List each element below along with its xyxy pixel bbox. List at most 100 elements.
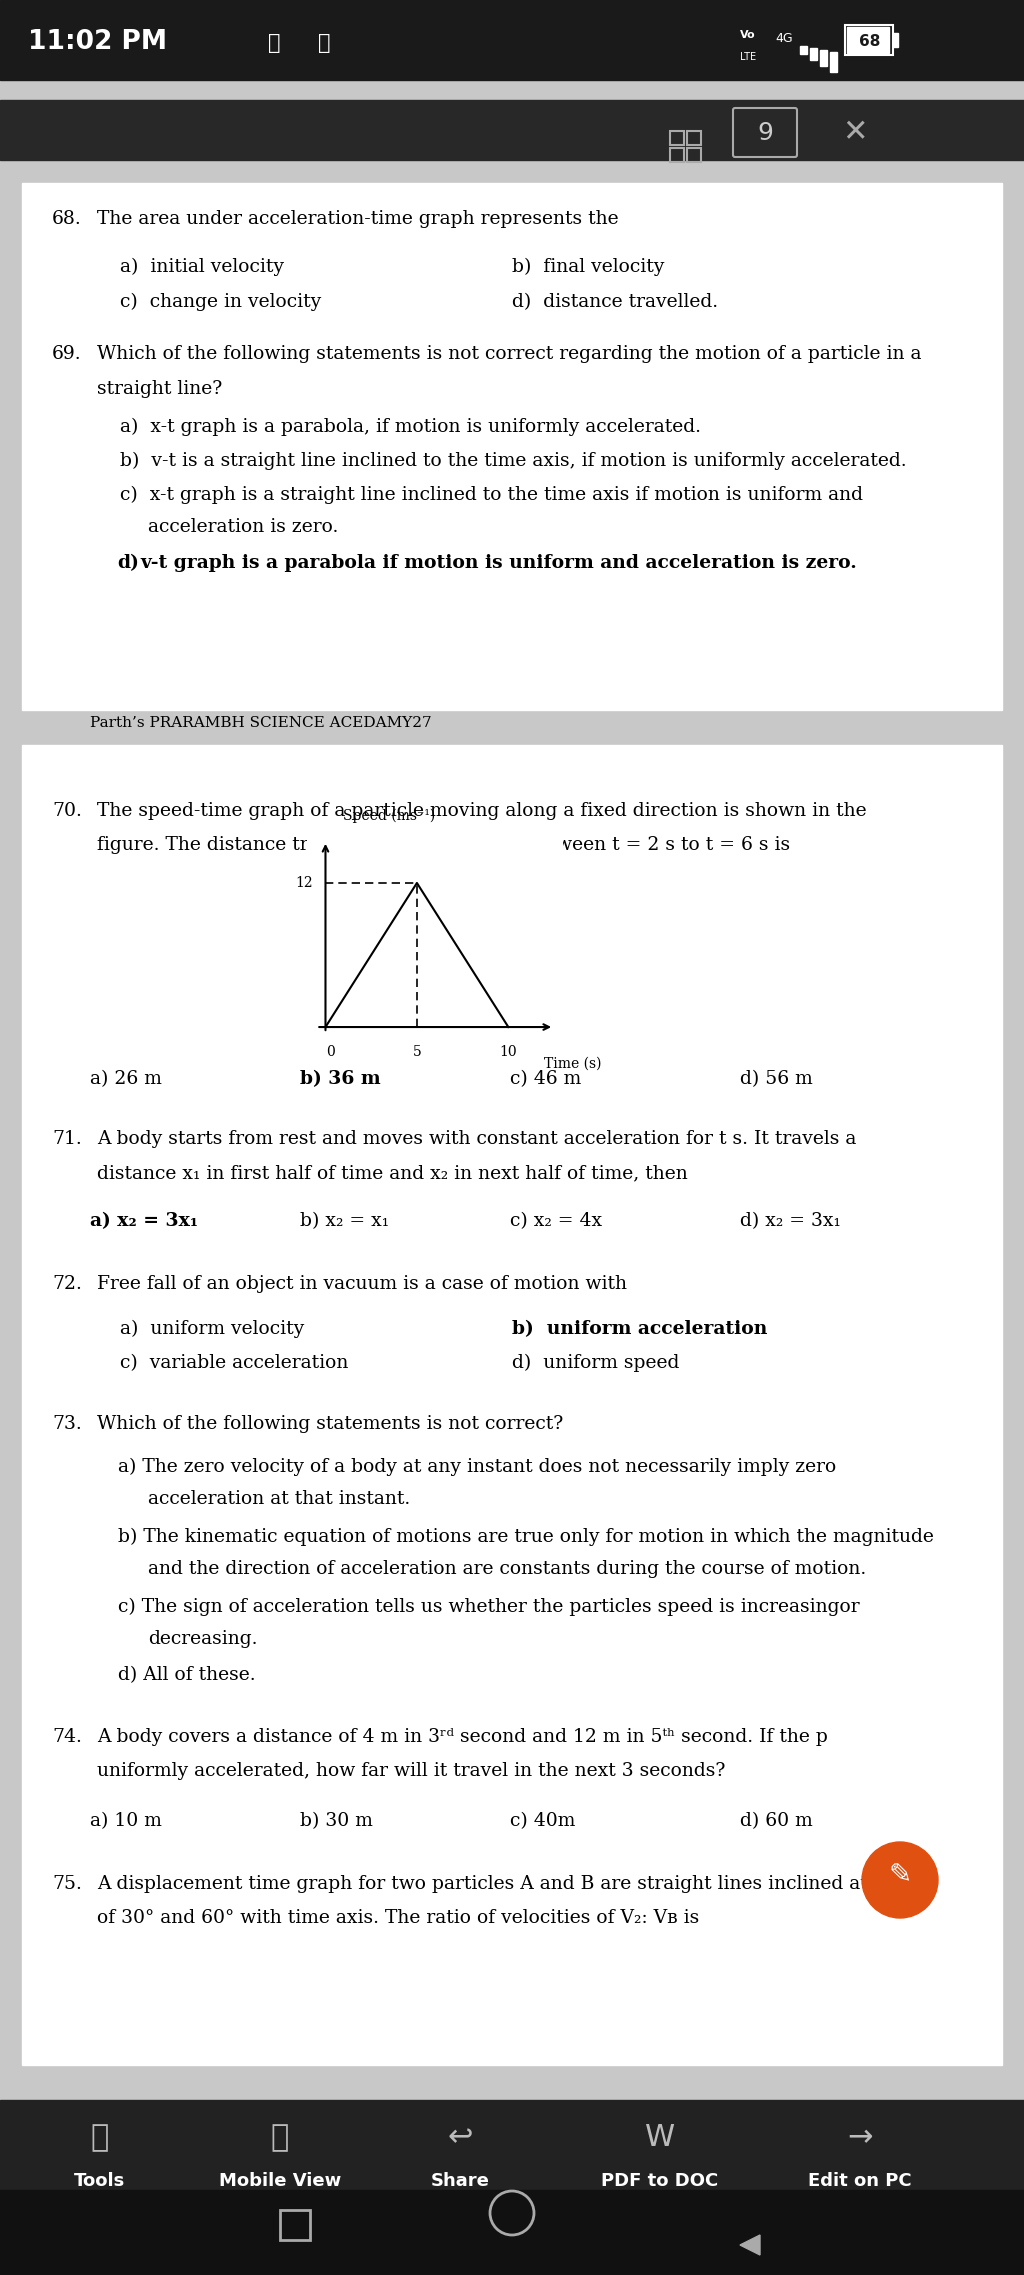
Text: c) x₂ = 4x: c) x₂ = 4x [510,1213,602,1231]
Text: 12: 12 [295,876,312,890]
Text: 5: 5 [413,1044,421,1060]
Text: b) The kinematic equation of motions are true only for motion in which the magni: b) The kinematic equation of motions are… [118,1529,934,1547]
Text: 0: 0 [327,1044,335,1060]
Text: a)  initial velocity: a) initial velocity [120,257,284,275]
Bar [22,182,1002,710]
Polygon shape [740,2234,760,2255]
Bar [0,2100,1024,2191]
Text: 10: 10 [500,1044,517,1060]
Text: A body covers a distance of 4 m in 3ʳᵈ second and 12 m in 5ᵗʰ second. If the p: A body covers a distance of 4 m in 3ʳᵈ s… [97,1729,827,1745]
Bar [0,2191,1024,2275]
Text: 9: 9 [757,121,773,146]
Bar [22,182,1002,710]
Text: a) 26 m: a) 26 m [90,1069,162,1087]
Text: decreasing.: decreasing. [148,1629,257,1647]
Text: d) All of these.: d) All of these. [118,1665,256,1684]
Text: b) 36 m: b) 36 m [300,1069,381,1087]
Text: acceleration is zero.: acceleration is zero. [148,519,338,537]
Text: a) x₂ = 3x₁: a) x₂ = 3x₁ [90,1213,198,1231]
Bar [280,2209,310,2241]
Bar [0,100,1024,159]
Text: a) 10 m: a) 10 m [90,1811,162,1829]
Text: 69.: 69. [52,346,82,364]
Text: d) x₂ = 3x₁: d) x₂ = 3x₁ [740,1213,841,1231]
Text: 📚: 📚 [91,2123,110,2152]
Bar [830,52,837,73]
Text: ⏰: ⏰ [268,34,281,52]
Text: A body starts from rest and moves with constant acceleration for t s. It travels: A body starts from rest and moves with c… [97,1131,856,1149]
Bar [670,132,684,146]
Text: b)  uniform acceleration: b) uniform acceleration [512,1320,767,1338]
Text: Which of the following statements is not correct?: Which of the following statements is not… [97,1415,563,1433]
Text: c) 40m: c) 40m [510,1811,575,1829]
Text: uniformly accelerated, how far will it travel in the next 3 seconds?: uniformly accelerated, how far will it t… [97,1763,725,1779]
Bar [670,148,684,162]
Text: 72.: 72. [52,1274,82,1292]
Circle shape [862,1843,938,1918]
Text: Vo: Vo [740,30,756,41]
Text: straight line?: straight line? [97,380,222,398]
Text: c)  variable acceleration: c) variable acceleration [120,1354,348,1372]
Text: acceleration at that instant.: acceleration at that instant. [148,1490,411,1508]
Text: distance x₁ in first half of time and x₂ in next half of time, then: distance x₁ in first half of time and x₂… [97,1165,688,1183]
Text: b)  final velocity: b) final velocity [512,257,665,275]
Text: 75.: 75. [52,1875,82,1893]
Text: b) x₂ = x₁: b) x₂ = x₁ [300,1213,389,1231]
Text: 11:02 PM: 11:02 PM [28,30,167,55]
Text: 🎧: 🎧 [318,34,331,52]
Bar [810,48,817,59]
Bar [22,744,1002,2066]
Text: v-t graph is a parabola if motion is uniform and acceleration is zero.: v-t graph is a parabola if motion is uni… [140,555,857,571]
Text: a) The zero velocity of a body at any instant does not necessarily imply zero: a) The zero velocity of a body at any in… [118,1458,837,1476]
Text: d) 60 m: d) 60 m [740,1811,813,1829]
Text: a)  x-t graph is a parabola, if motion is uniformly accelerated.: a) x-t graph is a parabola, if motion is… [120,419,701,437]
Bar [687,132,701,146]
Bar [687,148,701,162]
Text: 68.: 68. [52,209,82,228]
Text: ↩: ↩ [447,2123,473,2152]
Text: Free fall of an object in vacuum is a case of motion with: Free fall of an object in vacuum is a ca… [97,1274,627,1292]
Text: c) 46 m: c) 46 m [510,1069,582,1087]
Text: 📱: 📱 [271,2123,289,2152]
Bar [800,46,807,55]
Text: Tools: Tools [75,2173,126,2191]
Text: c) The sign of acceleration tells us whether the particles speed is increasingor: c) The sign of acceleration tells us whe… [118,1597,859,1615]
Text: d) 56 m: d) 56 m [740,1069,813,1087]
Text: 74.: 74. [52,1729,82,1745]
Text: Speed (ms⁻¹): Speed (ms⁻¹) [343,808,435,824]
Text: 71.: 71. [52,1131,82,1149]
Text: 68: 68 [859,34,881,48]
Text: 4G: 4G [775,32,793,46]
Text: The speed-time graph of a particle moving along a fixed direction is shown in th: The speed-time graph of a particle movin… [97,803,866,819]
Text: ✕: ✕ [843,118,867,148]
Bar [847,27,889,52]
Text: Mobile View: Mobile View [219,2173,341,2191]
Text: c)  x-t graph is a straight line inclined to the time axis if motion is uniform : c) x-t graph is a straight line inclined… [120,487,863,505]
Text: 70.: 70. [52,803,82,819]
Text: d)  uniform speed: d) uniform speed [512,1354,679,1372]
Bar [820,50,827,66]
Text: The area under acceleration-time graph represents the: The area under acceleration-time graph r… [97,209,618,228]
Text: a)  uniform velocity: a) uniform velocity [120,1320,304,1338]
Text: →: → [847,2123,872,2152]
Text: Edit on PC: Edit on PC [808,2173,911,2191]
Text: and the direction of acceleration are constants during the course of motion.: and the direction of acceleration are co… [148,1561,866,1579]
Text: PDF to DOC: PDF to DOC [601,2173,719,2191]
Text: W: W [645,2123,675,2152]
Text: 73.: 73. [52,1415,82,1433]
Bar [28,189,996,703]
Text: Which of the following statements is not correct regarding the motion of a parti: Which of the following statements is not… [97,346,922,364]
Text: figure. The distance travelled by the particle between t = 2 s to t = 6 s is: figure. The distance travelled by the pa… [97,835,791,853]
Text: A displacement time graph for two particles A and B are straight lines inclined : A displacement time graph for two partic… [97,1875,935,1893]
Text: of 30° and 60° with time axis. The ratio of velocities of V₂: Vʙ is: of 30° and 60° with time axis. The ratio… [97,1909,699,1927]
Text: ✎: ✎ [889,1861,911,1888]
Text: c)  change in velocity: c) change in velocity [120,293,322,312]
Text: b)  v-t is a straight line inclined to the time axis, if motion is uniformly acc: b) v-t is a straight line inclined to th… [120,453,906,471]
Bar [22,744,1002,2066]
Text: Time (s): Time (s) [544,1058,601,1072]
Bar [0,0,1024,80]
Bar [893,34,898,48]
Text: d): d) [117,555,139,571]
Text: Parth’s PRARAMBH SCIENCE ACEDAMY27: Parth’s PRARAMBH SCIENCE ACEDAMY27 [90,717,432,730]
Text: Share: Share [430,2173,489,2191]
